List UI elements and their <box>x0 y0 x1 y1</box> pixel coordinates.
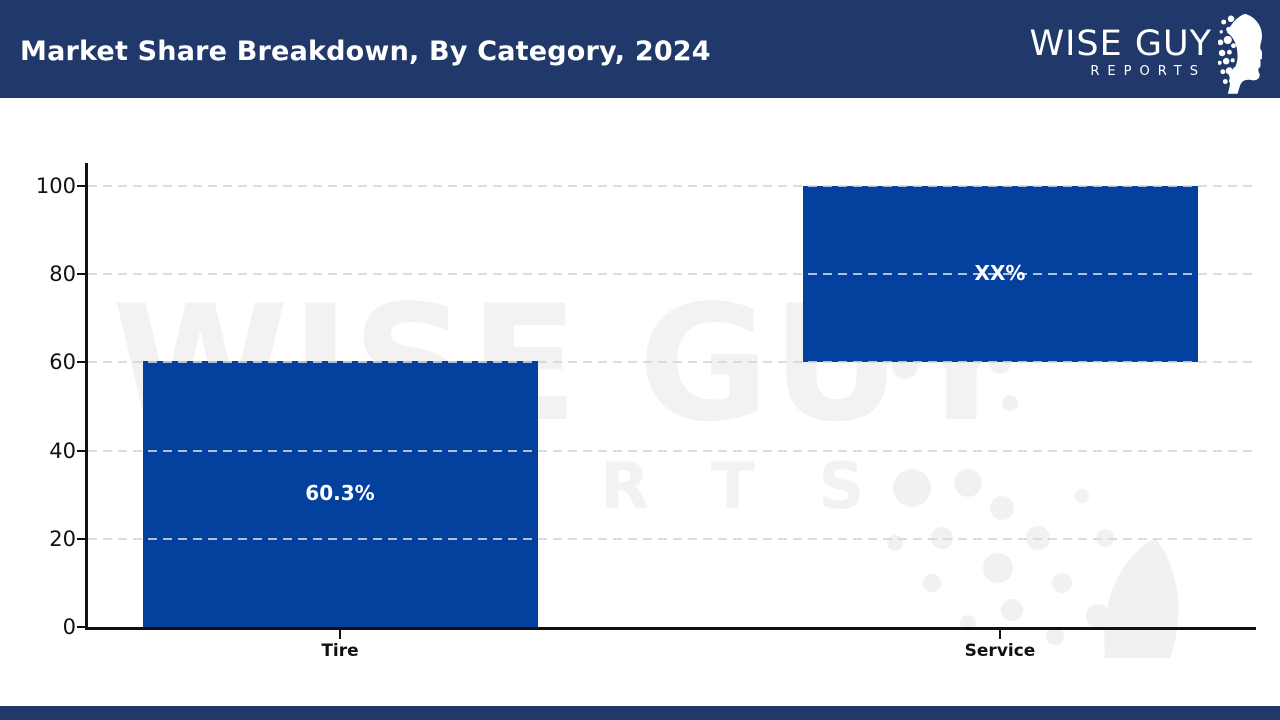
bar-value-label: 60.3% <box>305 481 375 506</box>
y-tick <box>77 185 85 187</box>
y-tick <box>77 273 85 276</box>
y-tick <box>77 361 85 364</box>
wiseguy-face-icon <box>1218 13 1262 94</box>
x-axis-spine <box>85 627 1256 630</box>
logo-wordmark: WISE GUY <box>1029 24 1212 64</box>
x-tick <box>339 630 341 639</box>
chart-area: WISE GUY REPORTS 0 20 40 60 80 100 60.3% Tire XX… <box>0 98 1280 706</box>
gridline <box>88 537 1256 540</box>
gridline <box>88 361 1256 364</box>
gridline <box>88 185 1256 187</box>
y-tick-label: 80 <box>49 262 76 287</box>
x-tick <box>999 630 1001 639</box>
y-tick-label: 100 <box>35 174 76 198</box>
x-tick-label: Service <box>964 641 1036 661</box>
x-tick-label: Tire <box>321 641 359 661</box>
y-tick-label: 20 <box>49 526 76 551</box>
wiseguy-logo: WISE GUY REPORTS <box>1020 6 1270 94</box>
y-axis-spine <box>85 163 88 630</box>
y-tick <box>77 626 85 628</box>
y-tick-label: 60 <box>49 350 76 375</box>
footer-bar <box>0 706 1280 720</box>
plot-area: 0 20 40 60 80 100 60.3% Tire XX% Service <box>0 98 1280 706</box>
gridline <box>88 449 1256 452</box>
y-tick-label: 40 <box>49 438 76 463</box>
gridline <box>88 273 1256 276</box>
header-bar: Market Share Breakdown, By Category, 202… <box>0 0 1280 98</box>
bar-value-label: XX% <box>974 261 1026 286</box>
bar <box>142 361 538 627</box>
y-tick <box>77 449 85 452</box>
y-tick <box>77 537 85 540</box>
page-title: Market Share Breakdown, By Category, 202… <box>20 36 711 67</box>
y-tick-label: 0 <box>62 615 76 639</box>
logo-subtitle: REPORTS <box>1090 64 1206 79</box>
